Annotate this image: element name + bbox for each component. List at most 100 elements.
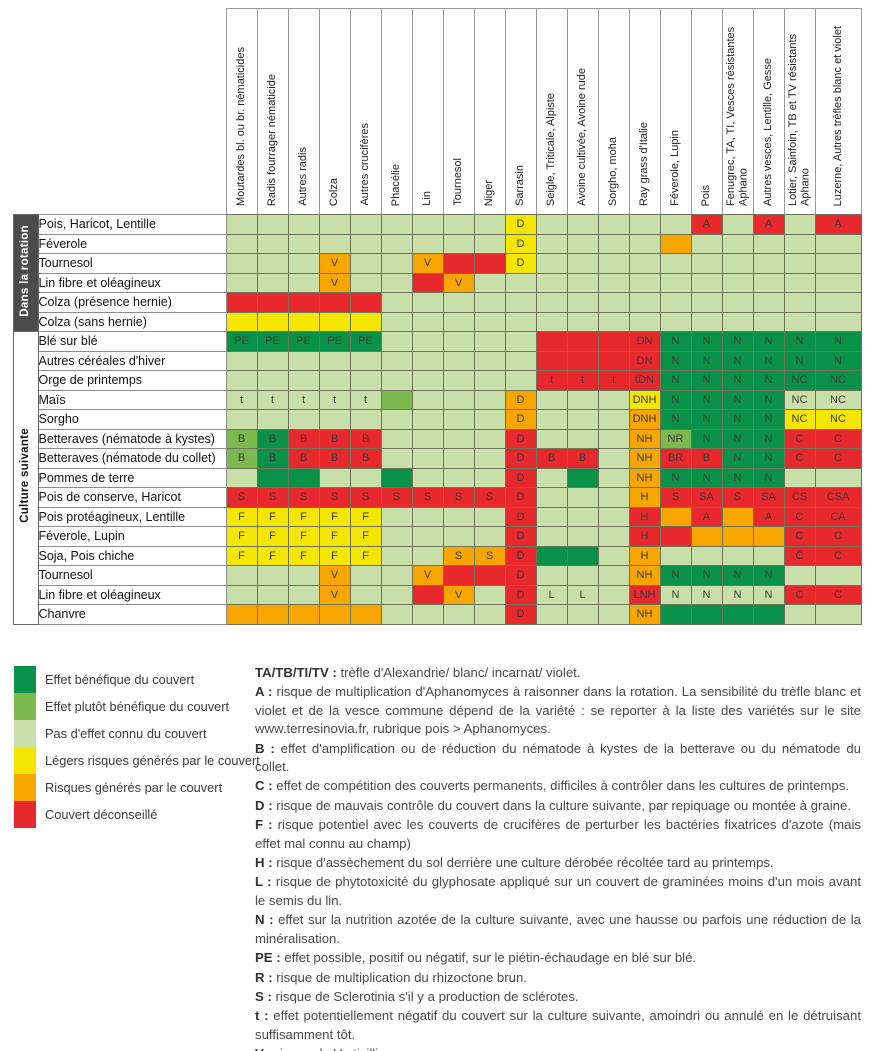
matrix-cell [690,272,723,293]
note-item: PE : effet possible, positif ou négatif,… [255,950,697,966]
matrix-cell [566,604,599,625]
column-header: Sorgho, moha [597,8,630,215]
matrix-cell: N [690,331,723,352]
matrix-cell [473,389,506,410]
matrix-cell: N [690,370,723,391]
matrix-cell [752,272,785,293]
matrix-cell [566,467,599,488]
matrix-cell: N [721,389,754,410]
matrix-cell [783,565,816,586]
matrix-cell: N [752,370,785,391]
matrix-cell: N [783,331,816,352]
matrix-cell: C [783,584,816,605]
matrix-cell: D [504,467,537,488]
matrix-cell [225,311,258,332]
matrix-cell: t [349,389,382,410]
matrix-cell: N [659,350,692,371]
matrix-cell [628,272,661,293]
matrix-cell: F [349,545,382,566]
matrix-cell [287,253,320,274]
matrix-cell: PE [225,331,258,352]
matrix-row: Lin fibre et oléagineux V V D L L LNH N N N N C C [14,584,862,605]
matrix-cell [566,272,599,293]
matrix-cell: D [504,565,537,586]
column-header-label: Avoine cultivée, Avoine rude [576,68,589,206]
matrix-cell [504,370,537,391]
matrix-cell: B [318,448,351,469]
matrix-cell [721,545,754,566]
matrix-cell [256,253,289,274]
column-header: Lin [411,8,444,215]
matrix-cell [659,545,692,566]
matrix-cell [225,467,258,488]
matrix-cell: S [349,487,382,508]
column-header-label: Fenugrec, TA, TI, Vesces résistantes Aph… [724,26,750,206]
matrix-cell: N [752,350,785,371]
matrix-cell: t [287,389,320,410]
row-label: Colza (présence hernie) [37,292,227,313]
matrix-cell [411,350,444,371]
matrix-cell [349,214,382,235]
matrix-cell [380,506,413,527]
matrix-cell: S [473,487,506,508]
matrix-cell [597,584,630,605]
matrix-row: Pommes de terre D NH N N N N [14,467,862,488]
matrix-cell [349,311,382,332]
matrix-cell: tDN [628,370,661,391]
matrix-cell [535,292,568,313]
column-header-label: Moutardes bl. ou br. nématicides [235,47,248,206]
color-legend: Effet bénéfique du couvert Effet plutôt b… [14,666,260,828]
matrix-cell: A [752,506,785,527]
matrix-cell [225,233,258,254]
row-label: Chanvre [37,604,227,625]
matrix-cell: NH [628,604,661,625]
matrix-cell [442,214,475,235]
matrix-cell [411,214,444,235]
note-item: t : effet potentiellement négatif du cou… [255,1008,861,1042]
row-label: Maïs [37,389,227,410]
matrix-cell [597,311,630,332]
row-label: Betteraves (nématode à kystes) [37,428,227,449]
matrix-cell [690,526,723,547]
matrix-cell: SA [752,487,785,508]
matrix-cell [566,428,599,449]
matrix-cell [535,233,568,254]
matrix-cell [566,389,599,410]
row-label: Betteraves (nématode du collet) [37,448,227,469]
legend-label: Légers risques générés par le couvert [45,753,260,768]
column-header-label: Sarrasin [514,165,527,206]
legend-label: Effet plutôt bénéfique du couvert [45,699,230,714]
note-item: F : risque potentiel avec les couverts d… [255,817,861,851]
matrix-cell: C [814,526,862,547]
matrix-cell [690,311,723,332]
matrix-cell: S [442,487,475,508]
matrix-cell [690,545,723,566]
cover-crop-matrix-table: Moutardes bl. ou br. nématicides Radis fo… [13,8,862,625]
matrix-cell [411,526,444,547]
matrix-cell [566,409,599,430]
note-term: H : [255,855,273,871]
matrix-cell: B [349,428,382,449]
matrix-cell: N [690,428,723,449]
matrix-cell [566,545,599,566]
matrix-cell [473,233,506,254]
matrix-cell [318,467,351,488]
note-term: C : [255,778,273,794]
matrix-cell [597,545,630,566]
legend-item: Effet plutôt bénéfique du couvert [14,693,260,720]
column-header-label: Phacélie [390,163,403,206]
matrix-cell: C [814,545,862,566]
column-header-label: Autres radis [297,147,310,206]
matrix-cell [473,350,506,371]
matrix-cell [752,233,785,254]
matrix-row: Pois de conserve, Haricot S S S S S S S S S D H S SA S… [14,487,862,508]
note-term: B : [255,740,275,756]
matrix-cell: S [721,487,754,508]
matrix-cell [411,292,444,313]
matrix-cell: NC [783,389,816,410]
matrix-cell [814,233,862,254]
row-label: Blé sur blé [37,331,227,352]
legend-swatch [14,720,36,747]
matrix-cell: A [690,506,723,527]
matrix-row: Orge de printemps t t t tDN N N N N NC NC [14,370,862,391]
